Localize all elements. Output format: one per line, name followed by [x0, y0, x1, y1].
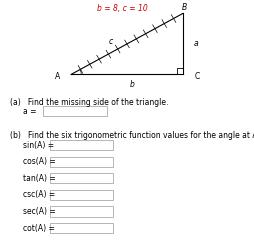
Text: cot(A) =: cot(A) = [23, 224, 55, 233]
Bar [50, 190, 113, 200]
Text: b: b [130, 80, 135, 89]
Text: tan(A) =: tan(A) = [23, 174, 56, 183]
Text: sin(A) =: sin(A) = [23, 141, 54, 150]
Text: sec(A) =: sec(A) = [23, 207, 56, 216]
Bar [50, 206, 113, 217]
Bar [50, 157, 113, 167]
Text: a: a [193, 40, 198, 48]
Bar [50, 173, 113, 183]
Text: (b)   Find the six trigonometric function values for the angle at A.: (b) Find the six trigonometric function … [10, 131, 254, 140]
Bar [50, 140, 113, 150]
Text: cos(A) =: cos(A) = [23, 157, 56, 166]
Text: (a)   Find the missing side of the triangle.: (a) Find the missing side of the triangl… [10, 98, 169, 107]
Text: b = 8, c = 10: b = 8, c = 10 [97, 4, 147, 13]
Text: a =: a = [23, 107, 36, 115]
Text: c: c [108, 37, 113, 46]
Text: csc(A) =: csc(A) = [23, 191, 55, 199]
Bar [50, 223, 113, 233]
Text: A: A [55, 72, 60, 81]
Bar [43, 106, 107, 116]
Text: B: B [182, 3, 187, 12]
Text: C: C [194, 72, 199, 81]
